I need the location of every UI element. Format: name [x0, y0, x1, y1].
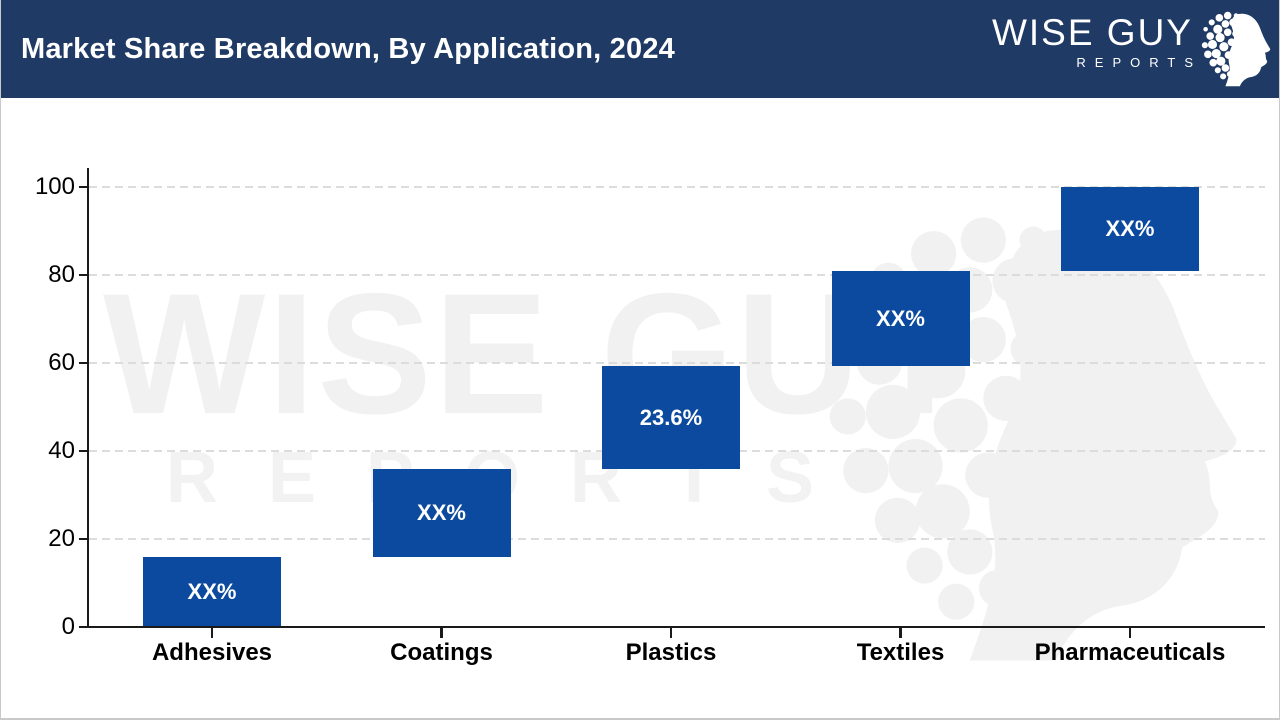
watermark-head-icon	[829, 217, 1237, 661]
bar-value-label-plastics: 23.6%	[639, 404, 703, 430]
bar-adhesives: XX%	[143, 556, 281, 627]
x-axis-label-coatings: Coatings	[390, 639, 493, 666]
watermark-reports-text: REPORTS	[166, 438, 865, 518]
x-axis-label-pharmaceuticals: Pharmaceuticals	[1034, 639, 1226, 666]
bar-coatings: XX%	[372, 469, 511, 557]
y-axis-line	[86, 168, 89, 628]
wiseguy-head-icon	[1201, 11, 1271, 87]
gridline-20	[89, 538, 1265, 540]
x-axis-tick-textiles	[899, 628, 902, 638]
y-axis-tick-100	[79, 185, 88, 189]
y-axis-label-40: 40	[48, 437, 75, 464]
x-axis-line	[86, 625, 1265, 629]
y-axis-tick-20	[79, 537, 88, 541]
x-axis-tick-plastics	[669, 628, 673, 638]
bar-value-label-adhesives: XX%	[187, 578, 237, 604]
logo-wiseguy-text: WISE GUY	[991, 12, 1193, 53]
x-axis-label-adhesives: Adhesives	[151, 639, 273, 666]
y-axis-tick-60	[79, 361, 88, 365]
y-axis-tick-80	[79, 273, 88, 277]
bar-value-label-pharmaceuticals: XX%	[1105, 216, 1155, 242]
gridline-100	[89, 186, 1265, 188]
bar-value-label-coatings: XX%	[417, 500, 466, 526]
x-axis-tick-coatings	[440, 628, 443, 638]
x-axis-tick-adhesives	[210, 628, 214, 638]
y-axis-tick-40	[79, 449, 88, 453]
header-bar: Market Share Breakdown, By Application, …	[1, 0, 1279, 98]
gridline-60	[89, 362, 1265, 364]
y-axis-label-80: 80	[48, 261, 75, 288]
page-title: Market Share Breakdown, By Application, …	[21, 32, 675, 65]
bar-pharmaceuticals: XX%	[1061, 187, 1199, 272]
y-axis-tick-0	[79, 625, 88, 629]
x-axis-label-plastics: Plastics	[625, 639, 717, 666]
x-axis-label-textiles: Textiles	[856, 639, 945, 666]
y-axis-label-60: 60	[48, 349, 75, 376]
bar-textiles: XX%	[831, 271, 970, 366]
y-axis-label-20: 20	[48, 525, 75, 552]
y-axis-label-0: 0	[61, 613, 75, 640]
y-axis-label-100: 100	[34, 173, 75, 200]
bar-plastics: 23.6%	[602, 365, 740, 470]
wiseguy-logo: WISE GUY REPORTS	[991, 12, 1193, 70]
bar-value-label-textiles: XX%	[876, 305, 925, 331]
x-axis-tick-pharmaceuticals	[1128, 628, 1132, 638]
gridline-80	[89, 274, 1265, 276]
logo-reports-text: REPORTS	[1076, 54, 1202, 70]
